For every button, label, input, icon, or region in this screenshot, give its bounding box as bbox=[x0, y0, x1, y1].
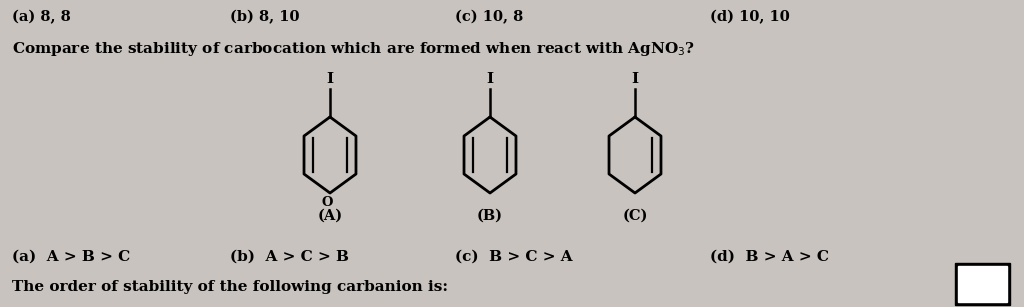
Text: (c) 10, 8: (c) 10, 8 bbox=[455, 10, 523, 24]
Text: I: I bbox=[327, 72, 334, 86]
Text: (b) 8, 10: (b) 8, 10 bbox=[230, 10, 299, 24]
Text: (b)  A > C > B: (b) A > C > B bbox=[230, 250, 349, 264]
Text: (B): (B) bbox=[477, 209, 503, 223]
Text: (A): (A) bbox=[317, 209, 343, 223]
Bar bbox=[958, 266, 1007, 302]
Text: Compare the stability of carbocation which are formed when react with AgNO$_3$?: Compare the stability of carbocation whi… bbox=[12, 40, 695, 58]
Text: (d)  B > A > C: (d) B > A > C bbox=[710, 250, 829, 264]
Text: (c)  B > C > A: (c) B > C > A bbox=[455, 250, 572, 264]
Text: (C): (C) bbox=[623, 209, 648, 223]
Text: (a)  A > B > C: (a) A > B > C bbox=[12, 250, 130, 264]
Bar bbox=[955, 263, 1010, 305]
Text: The order of stability of the following carbanion is:: The order of stability of the following … bbox=[12, 280, 449, 294]
Text: (d) 10, 10: (d) 10, 10 bbox=[710, 10, 790, 24]
Text: I: I bbox=[632, 72, 639, 86]
Text: O: O bbox=[322, 196, 333, 209]
Text: (a) 8, 8: (a) 8, 8 bbox=[12, 10, 71, 24]
Text: I: I bbox=[486, 72, 494, 86]
